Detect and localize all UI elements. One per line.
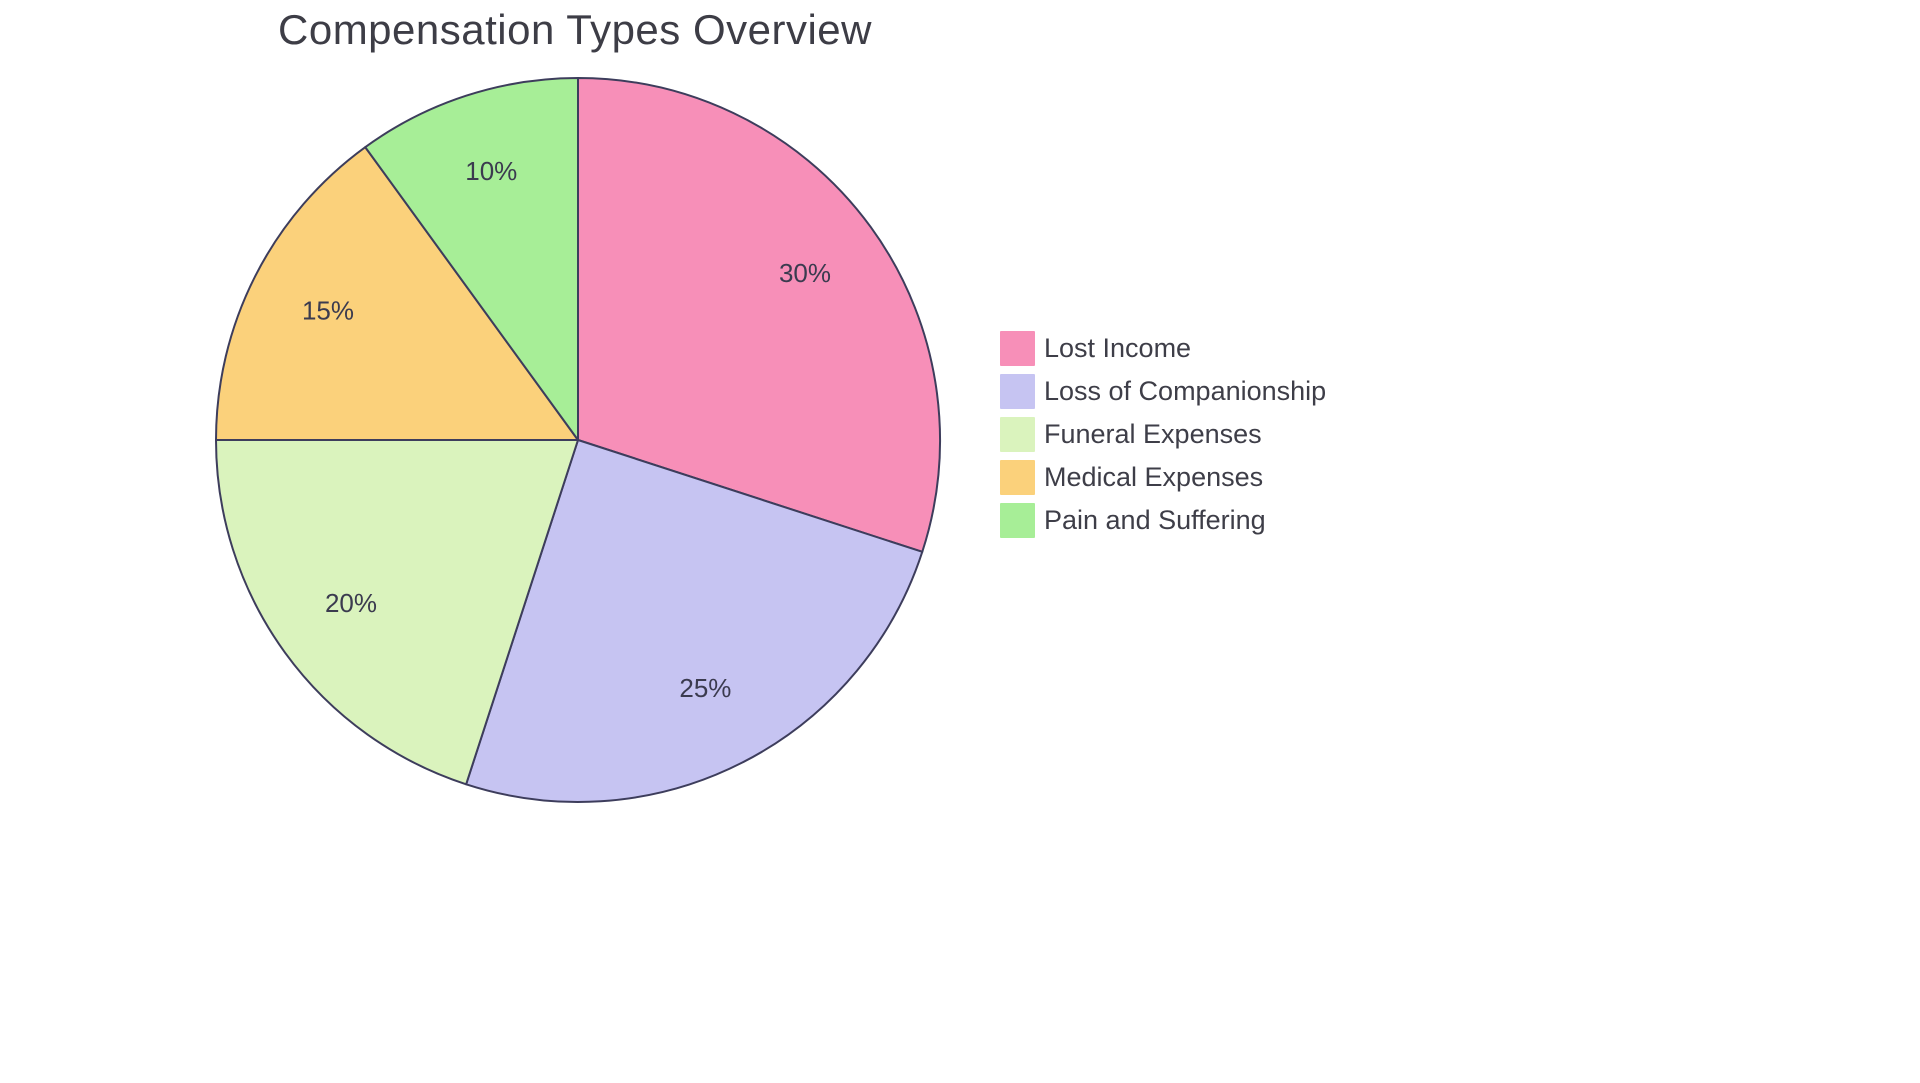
legend-item-funeral-expenses: Funeral Expenses: [1000, 417, 1326, 452]
legend-swatch-lost-income: [1000, 331, 1035, 366]
legend-swatch-loss-of-companionship: [1000, 374, 1035, 409]
pie-label-lost-income: 30%: [779, 258, 831, 288]
chart-title: Compensation Types Overview: [278, 6, 872, 53]
pie-slice-funeral-expenses: [215, 439, 579, 786]
pie-slice-pain-and-suffering: [364, 77, 579, 441]
pie-slice-loss-of-companionship: [465, 439, 924, 803]
legend-label-medical-expenses: Medical Expenses: [1044, 462, 1264, 492]
legend-item-pain-and-suffering: Pain and Suffering: [1000, 503, 1326, 538]
legend-label-pain-and-suffering: Pain and Suffering: [1044, 505, 1266, 535]
legend-item-loss-of-companionship: Loss of Companionship: [1000, 374, 1326, 409]
legend-swatch-pain-and-suffering: [1000, 503, 1035, 538]
pie-label-loss-of-companionship: 25%: [679, 673, 731, 703]
legend-swatch-medical-expenses: [1000, 460, 1035, 495]
pie-label-pain-and-suffering: 10%: [465, 156, 517, 186]
pie-label-medical-expenses: 15%: [302, 295, 354, 325]
pie-slice-medical-expenses: [215, 146, 579, 441]
legend-label-funeral-expenses: Funeral Expenses: [1044, 419, 1262, 449]
legend-item-medical-expenses: Medical Expenses: [1000, 460, 1326, 495]
pie-slice-lost-income: [577, 77, 941, 553]
pie-label-funeral-expenses: 20%: [325, 588, 377, 618]
legend-swatch-funeral-expenses: [1000, 417, 1035, 452]
legend-item-lost-income: Lost Income: [1000, 331, 1326, 366]
legend-label-lost-income: Lost Income: [1044, 333, 1192, 363]
legend: Lost Income Loss of Companionship Funeral …: [1000, 331, 1326, 538]
legend-label-loss-of-companionship: Loss of Companionship: [1044, 376, 1327, 406]
